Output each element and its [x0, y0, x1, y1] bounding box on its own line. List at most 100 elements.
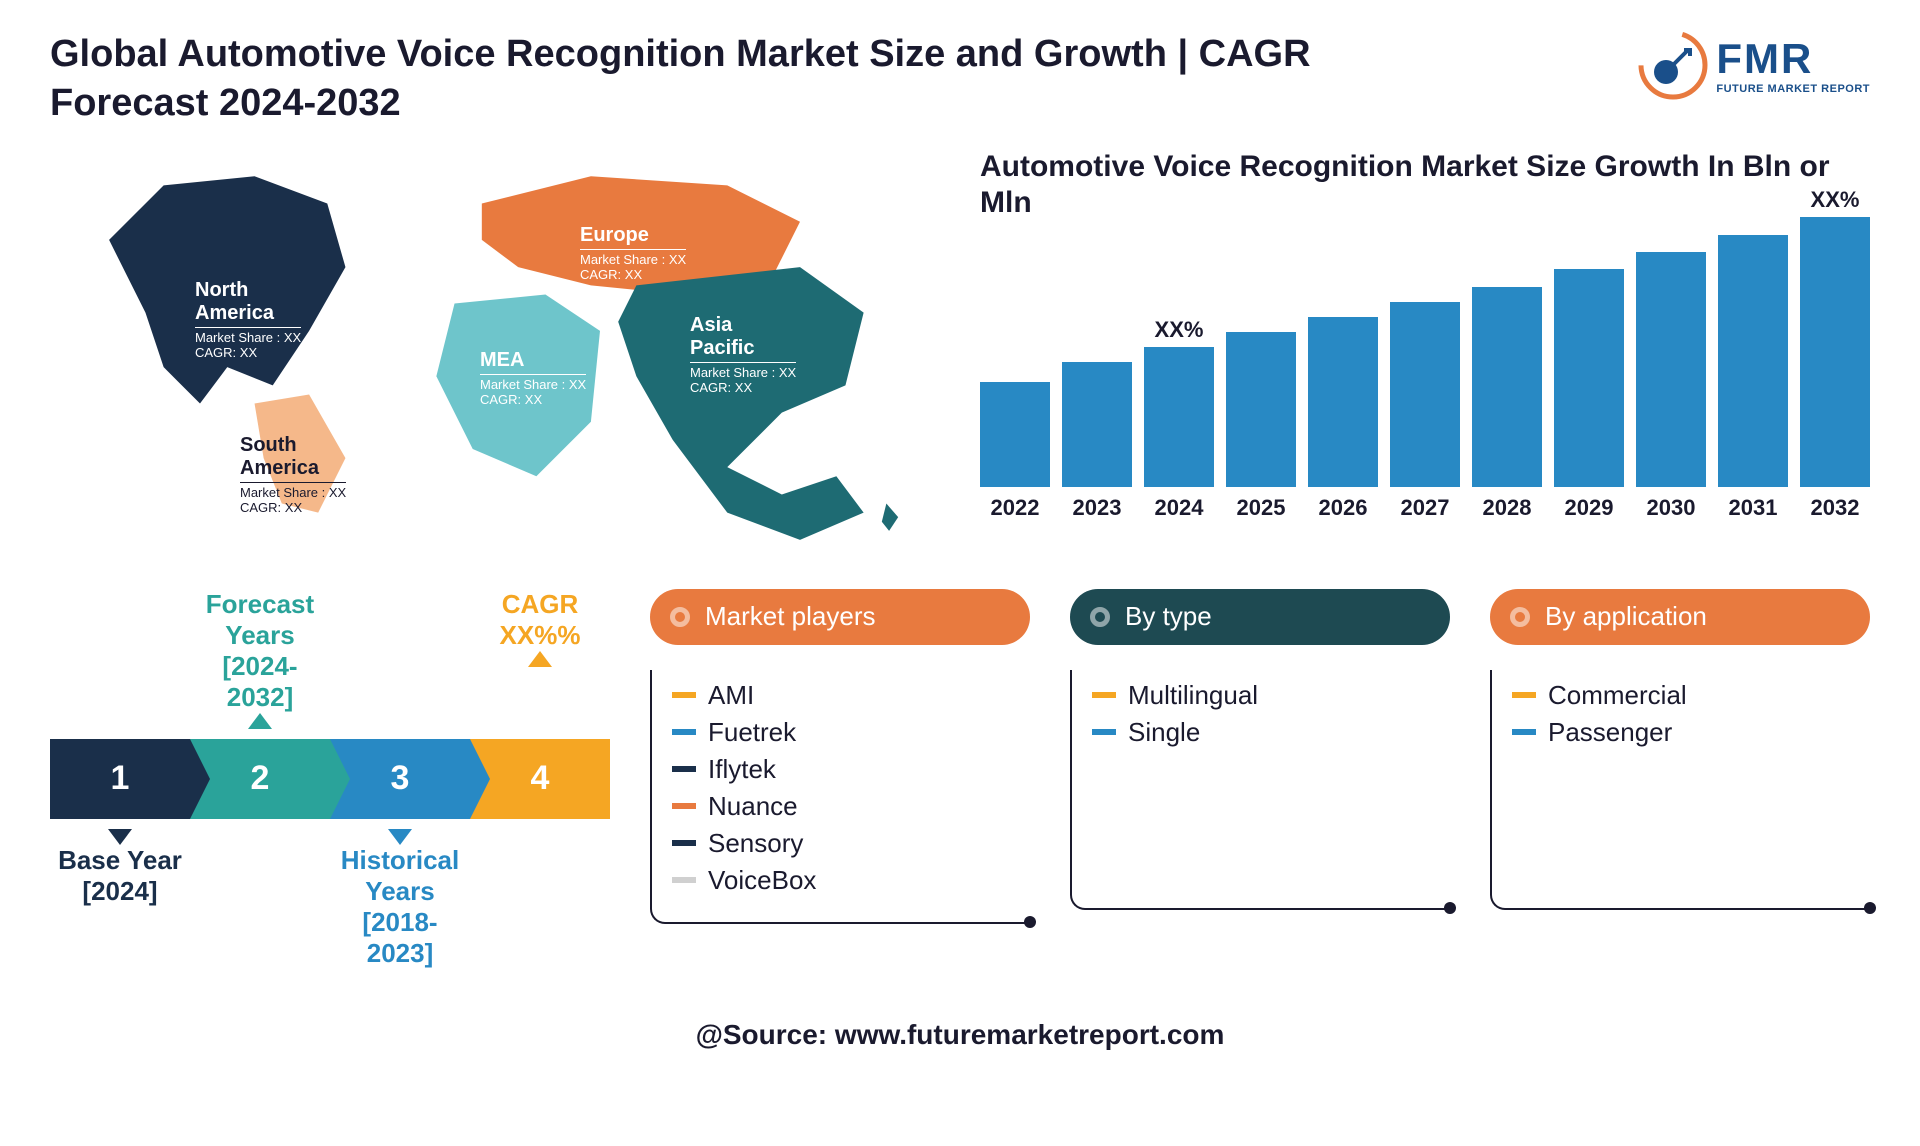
list-item: AMI — [672, 680, 1010, 711]
market-players-header: Market players — [650, 589, 1030, 645]
by-type-list: Multilingual Single — [1070, 670, 1450, 910]
region-label: SouthAmericaMarket Share : XXCAGR: XX — [240, 434, 346, 515]
list-item-label: Commercial — [1548, 680, 1687, 711]
list-item: Iflytek — [672, 754, 1010, 785]
bar-year-label: 2023 — [1073, 495, 1122, 521]
dash-icon — [1092, 729, 1116, 735]
market-players-column: Market players AMI Fuetrek Iflytek Nuance Se… — [650, 589, 1030, 969]
list-item: Fuetrek — [672, 717, 1010, 748]
by-application-header: By application — [1490, 589, 1870, 645]
dot-icon — [670, 607, 690, 627]
by-application-list: Commercial Passenger — [1490, 670, 1870, 910]
source-attribution: @Source: www.futuremarketreport.com — [50, 1019, 1870, 1051]
region-label: NorthAmericaMarket Share : XXCAGR: XX — [195, 279, 301, 360]
bar — [1800, 217, 1870, 487]
dash-icon — [672, 766, 696, 772]
by-type-column: By type Multilingual Single — [1070, 589, 1450, 969]
bar — [1226, 332, 1296, 487]
logo-text-main: FMR — [1716, 35, 1870, 83]
list-item: Sensory — [672, 828, 1010, 859]
list-item: Nuance — [672, 791, 1010, 822]
by-type-header-text: By type — [1125, 601, 1212, 632]
list-item-label: Single — [1128, 717, 1200, 748]
bar-year-label: 2029 — [1565, 495, 1614, 521]
bar-column: XX%2024 — [1144, 347, 1214, 521]
by-type-header: By type — [1070, 589, 1450, 645]
dash-icon — [672, 803, 696, 809]
list-item: VoiceBox — [672, 865, 1010, 896]
region-label: EuropeMarket Share : XXCAGR: XX — [580, 224, 686, 282]
bar-column: 2029 — [1554, 269, 1624, 521]
bar-column: 2030 — [1636, 252, 1706, 521]
list-item: Single — [1092, 717, 1430, 748]
dash-icon — [1512, 729, 1536, 735]
timeline-segment: 2 — [190, 739, 330, 819]
dash-icon — [1512, 692, 1536, 698]
bar — [1144, 347, 1214, 487]
timeline-bar: 1234 — [50, 739, 610, 819]
chart-title: Automotive Voice Recognition Market Size… — [980, 149, 1870, 221]
bar-chart-section: Automotive Voice Recognition Market Size… — [980, 149, 1870, 549]
market-players-list: AMI Fuetrek Iflytek Nuance Sensory VoiceBox — [650, 670, 1030, 924]
list-item-label: Nuance — [708, 791, 798, 822]
list-item-label: Passenger — [1548, 717, 1672, 748]
list-item: Commercial — [1512, 680, 1850, 711]
bar-year-label: 2026 — [1319, 495, 1368, 521]
list-item-label: Fuetrek — [708, 717, 796, 748]
bar — [980, 382, 1050, 487]
list-item-label: Iflytek — [708, 754, 776, 785]
page-title: Global Automotive Voice Recognition Mark… — [50, 30, 1350, 129]
by-application-column: By application Commercial Passenger — [1490, 589, 1870, 969]
bar-year-label: 2024 — [1155, 495, 1204, 521]
bar-year-label: 2028 — [1483, 495, 1532, 521]
list-item-label: AMI — [708, 680, 754, 711]
bar — [1636, 252, 1706, 487]
logo-text-sub: FUTURE MARKET REPORT — [1716, 83, 1870, 95]
timeline-segment: 3 — [330, 739, 470, 819]
header: Global Automotive Voice Recognition Mark… — [50, 30, 1870, 129]
bar-column: 2022 — [980, 382, 1050, 521]
bar-annotation: XX% — [1155, 317, 1204, 346]
bar — [1308, 317, 1378, 487]
list-item-label: Multilingual — [1128, 680, 1258, 711]
bar-column: 2028 — [1472, 287, 1542, 521]
dash-icon — [1092, 692, 1116, 698]
timeline: Forecast Years [2024-2032] CAGR XX%% 123… — [50, 589, 610, 969]
bar-chart: 20222023XX%20242025202620272028202920302… — [980, 241, 1870, 521]
historical-label: Historical Years [2018-2023] — [330, 829, 470, 969]
world-map: NorthAmericaMarket Share : XXCAGR: XX Sou… — [50, 149, 950, 549]
bar — [1390, 302, 1460, 487]
list-item-label: Sensory — [708, 828, 803, 859]
forecast-label: Forecast Years [2024-2032] — [190, 589, 330, 729]
bar — [1554, 269, 1624, 487]
map-region — [618, 267, 863, 540]
list-item: Multilingual — [1092, 680, 1430, 711]
dot-icon — [1510, 607, 1530, 627]
bar-year-label: 2031 — [1729, 495, 1778, 521]
bar — [1062, 362, 1132, 487]
bar-column: XX%2032 — [1800, 217, 1870, 521]
bar-column: 2025 — [1226, 332, 1296, 521]
region-label: MEAMarket Share : XXCAGR: XX — [480, 349, 586, 407]
bar-year-label: 2025 — [1237, 495, 1286, 521]
base-year-label: Base Year [2024] — [50, 829, 190, 969]
main-content: NorthAmericaMarket Share : XXCAGR: XX Sou… — [50, 149, 1870, 549]
bar-year-label: 2032 — [1811, 495, 1860, 521]
dash-icon — [672, 692, 696, 698]
market-players-header-text: Market players — [705, 601, 876, 632]
by-application-header-text: By application — [1545, 601, 1707, 632]
dash-icon — [672, 729, 696, 735]
timeline-segment: 1 — [50, 739, 190, 819]
region-label: AsiaPacificMarket Share : XXCAGR: XX — [690, 314, 796, 395]
bar-year-label: 2022 — [991, 495, 1040, 521]
bar-column: 2026 — [1308, 317, 1378, 521]
fmr-logo-icon — [1638, 30, 1708, 100]
logo: FMR FUTURE MARKET REPORT — [1638, 30, 1870, 100]
dash-icon — [672, 877, 696, 883]
list-item: Passenger — [1512, 717, 1850, 748]
bar-column: 2031 — [1718, 235, 1788, 521]
bar-annotation: XX% — [1811, 187, 1860, 216]
bar-column: 2023 — [1062, 362, 1132, 521]
list-item-label: VoiceBox — [708, 865, 816, 896]
bar-year-label: 2027 — [1401, 495, 1450, 521]
